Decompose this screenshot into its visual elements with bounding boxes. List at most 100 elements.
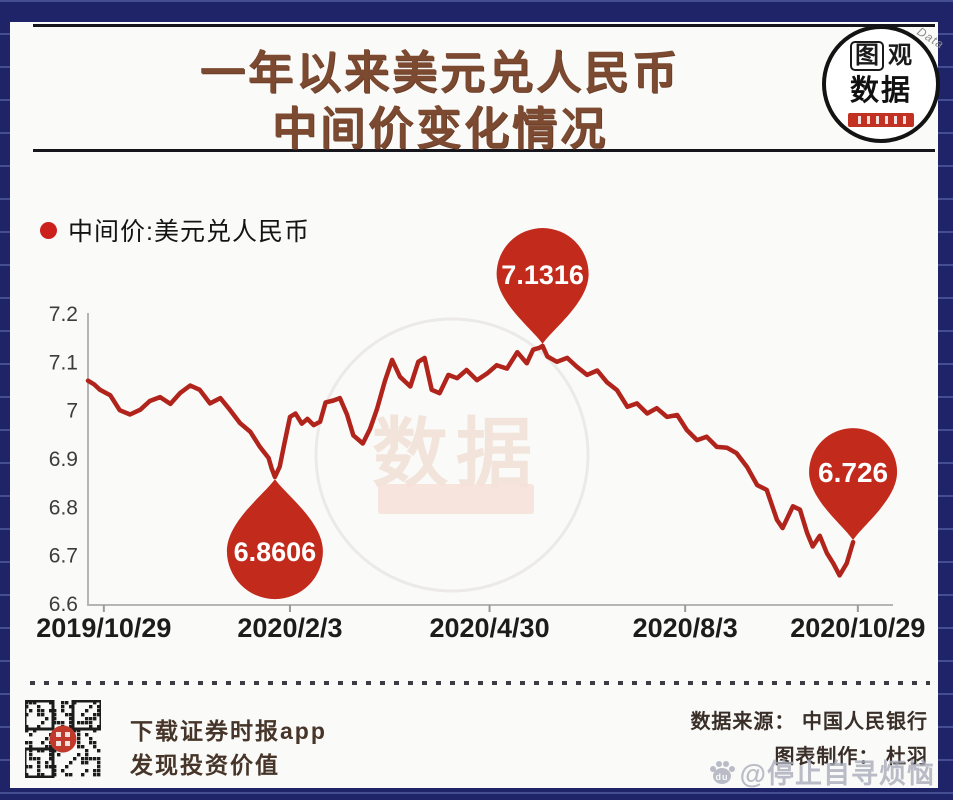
- qr-module: [41, 741, 45, 745]
- data-source-line: 数据来源： 中国人民银行: [690, 711, 928, 733]
- qr-module: [65, 701, 69, 705]
- x-axis-tick-label: 2020/2/3: [237, 613, 342, 643]
- qr-module: [29, 757, 33, 761]
- qr-module: [97, 765, 101, 769]
- qr-module: [41, 773, 45, 777]
- qr-module: [61, 709, 65, 713]
- qr-module: [85, 721, 89, 725]
- qr-module: [49, 701, 53, 705]
- qr-module: [73, 757, 77, 761]
- qr-module: [41, 713, 45, 717]
- qr-module: [57, 753, 61, 757]
- y-axis-tick-label: 6.6: [49, 593, 78, 616]
- qr-module: [81, 721, 85, 725]
- qr-module: [77, 745, 81, 749]
- qr-module: [37, 761, 41, 765]
- logo-boxed-char: 图: [850, 41, 884, 72]
- qr-module: [53, 773, 57, 777]
- qr-module: [37, 709, 41, 713]
- qr-module: [29, 701, 33, 705]
- qr-module: [77, 733, 81, 737]
- qr-module: [89, 717, 93, 721]
- qr-module: [69, 721, 73, 725]
- qr-module: [69, 713, 73, 717]
- qr-module: [37, 769, 41, 773]
- watermark-text-ghost: 数据: [372, 412, 540, 497]
- qr-module: [85, 769, 89, 773]
- x-axis-tick-label: 2019/10/29: [36, 613, 171, 643]
- logo-bottom-text: 数据: [849, 75, 912, 108]
- qr-stamp-glyph: [56, 732, 61, 737]
- title-bottom-divider: [33, 149, 935, 152]
- qr-module: [45, 737, 49, 741]
- qr-module: [25, 741, 29, 745]
- qr-module: [93, 769, 97, 773]
- qr-module: [29, 753, 33, 757]
- qr-module: [81, 757, 85, 761]
- qr-module: [49, 709, 53, 713]
- footer-app-promo-line2: 发现投资价值: [130, 752, 280, 778]
- watermark-banner-ghost: [378, 484, 534, 514]
- logo-top-text: 图 观: [850, 41, 912, 72]
- qr-module: [93, 729, 97, 733]
- y-axis-tick-label: 6.8: [49, 496, 78, 519]
- y-axis-tick-label: 7.2: [49, 303, 78, 326]
- qr-module: [25, 705, 29, 709]
- qr-module: [85, 733, 89, 737]
- qr-module: [29, 749, 33, 753]
- qr-module: [77, 721, 81, 725]
- qr-module: [69, 773, 73, 777]
- legend-dot-icon: [40, 221, 57, 239]
- annotation-value: 6.726: [818, 457, 888, 488]
- qr-module: [77, 737, 81, 741]
- qr-module: [25, 725, 29, 729]
- annotation-value: 6.8606: [234, 537, 317, 567]
- qr-module: [73, 701, 77, 705]
- qr-module: [29, 765, 33, 769]
- legend-label: 中间价:美元兑人民币: [68, 218, 310, 246]
- logo-top-rest: 观: [888, 42, 912, 70]
- qr-module: [97, 705, 101, 709]
- qr-module: [37, 705, 41, 709]
- qr-module: [77, 753, 81, 757]
- annotation-pin: [226, 479, 323, 600]
- qr-module: [93, 717, 97, 721]
- y-axis-tick-label: 6.7: [49, 545, 78, 568]
- qr-module: [41, 721, 45, 725]
- qr-module: [97, 713, 101, 717]
- qr-module: [97, 769, 101, 773]
- qr-module: [29, 741, 33, 745]
- qr-module: [69, 705, 73, 709]
- qr-module: [37, 757, 41, 761]
- y-axis-tick-label: 7.1: [49, 351, 78, 374]
- qr-finder-pattern: [71, 700, 101, 731]
- qr-module: [85, 753, 89, 757]
- qr-module: [45, 765, 49, 769]
- y-axis-tick-label: 6.9: [49, 448, 78, 471]
- qr-module: [65, 773, 69, 777]
- qr-module: [69, 717, 73, 721]
- qr-module: [53, 713, 57, 717]
- qr-module: [53, 717, 57, 721]
- qr-module: [49, 765, 53, 769]
- qr-module: [81, 773, 85, 777]
- qr-module: [85, 757, 89, 761]
- footer-dotted-divider: [30, 681, 930, 685]
- qr-module: [93, 741, 97, 745]
- qr-module: [81, 713, 85, 717]
- qr-module: [41, 749, 45, 753]
- qr-module: [49, 757, 53, 761]
- qr-module: [97, 773, 101, 777]
- qr-module: [45, 745, 49, 749]
- qr-module: [25, 701, 29, 705]
- qr-module: [53, 765, 57, 769]
- qr-module: [65, 765, 69, 769]
- qr-module: [89, 737, 93, 741]
- qr-module: [65, 713, 69, 717]
- qr-module: [73, 729, 77, 733]
- axis-lines: [87, 313, 893, 606]
- tuguan-shuju-logo: 图 观 数据 Data: [822, 24, 947, 143]
- qr-module: [69, 761, 73, 765]
- qr-module: [33, 757, 37, 761]
